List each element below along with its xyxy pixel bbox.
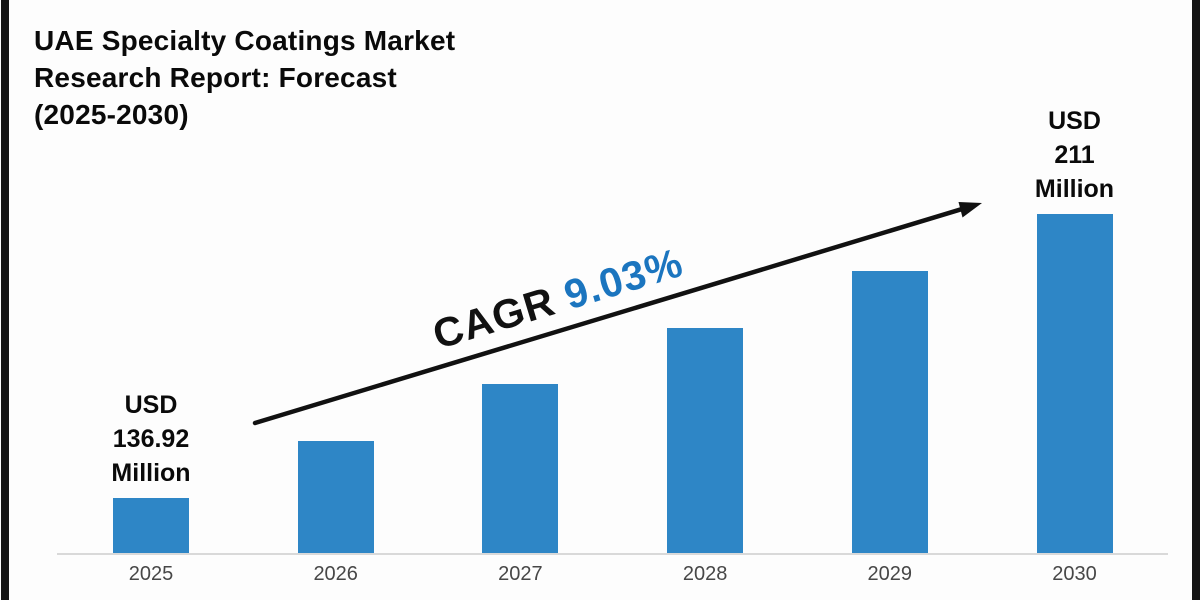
x-axis-line bbox=[57, 553, 1168, 555]
bar-2029 bbox=[851, 270, 928, 554]
x-tick-label-2029: 2029 bbox=[867, 563, 913, 585]
x-tick-label-2026: 2026 bbox=[313, 563, 358, 585]
bar-2027 bbox=[482, 384, 559, 554]
bar-value-label-line: Million bbox=[111, 459, 191, 487]
right-border bbox=[1192, 0, 1200, 600]
bar-value-label-line: 136.92 bbox=[112, 425, 190, 453]
x-tick-label-2028: 2028 bbox=[682, 563, 728, 585]
x-tick-label-2030: 2030 bbox=[1052, 563, 1097, 585]
bar-value-label-line: USD bbox=[124, 391, 178, 419]
bar-2025 bbox=[113, 498, 189, 554]
x-tick-label-2027: 2027 bbox=[498, 563, 543, 585]
bar-value-label-2025: USD 136.92 Million bbox=[66, 380, 236, 490]
bar-2026 bbox=[297, 441, 374, 554]
cagr-value: 9.03% bbox=[558, 239, 689, 319]
cagr-label: CAGR bbox=[427, 274, 573, 358]
bar-value-label-line: Million bbox=[1034, 175, 1115, 203]
left-border bbox=[1, 0, 9, 600]
bar-value-label-line: 211 bbox=[1054, 141, 1095, 169]
x-tick-label-2025: 2025 bbox=[128, 563, 174, 585]
chart-title: UAE Specialty Coatings Market Research R… bbox=[34, 22, 455, 133]
cagr-annotation: CAGR 9.03% bbox=[428, 239, 689, 359]
bar-2028 bbox=[667, 327, 744, 554]
title-line-1: UAE Specialty Coatings Market bbox=[34, 25, 456, 56]
bar-2030 bbox=[1036, 214, 1113, 554]
bar-value-label-2030: USD 211 Million bbox=[990, 96, 1160, 206]
title-line-3: (2025-2030) bbox=[34, 99, 189, 130]
bar-value-label-line: USD bbox=[1048, 107, 1101, 135]
title-line-2: Research Report: Forecast bbox=[34, 62, 397, 93]
